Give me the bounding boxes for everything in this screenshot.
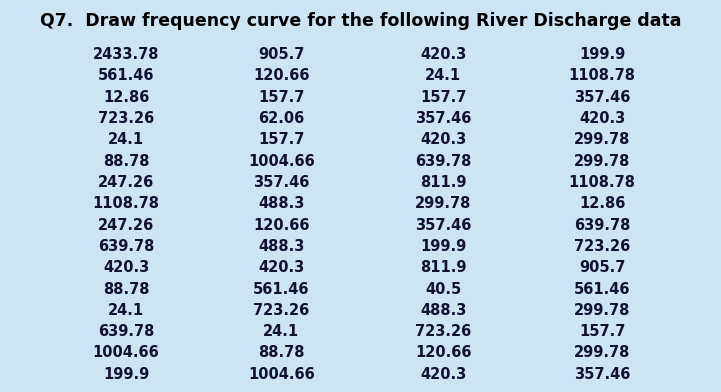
Text: 639.78: 639.78 <box>415 154 472 169</box>
Text: 247.26: 247.26 <box>98 175 154 190</box>
Text: 639.78: 639.78 <box>98 324 154 339</box>
Text: 723.26: 723.26 <box>253 303 309 318</box>
Text: 199.9: 199.9 <box>103 367 149 382</box>
Text: 88.78: 88.78 <box>103 281 149 296</box>
Text: 639.78: 639.78 <box>98 239 154 254</box>
Text: 299.78: 299.78 <box>415 196 472 211</box>
Text: 488.3: 488.3 <box>420 303 466 318</box>
Text: 299.78: 299.78 <box>574 154 630 169</box>
Text: 561.46: 561.46 <box>98 68 154 83</box>
Text: 561.46: 561.46 <box>574 281 630 296</box>
Text: 1004.66: 1004.66 <box>93 345 159 361</box>
Text: 1004.66: 1004.66 <box>248 367 314 382</box>
Text: 120.66: 120.66 <box>253 68 309 83</box>
Text: 157.7: 157.7 <box>258 90 304 105</box>
Text: 1108.78: 1108.78 <box>569 68 635 83</box>
Text: 24.1: 24.1 <box>263 324 299 339</box>
Text: 299.78: 299.78 <box>574 132 630 147</box>
Text: 24.1: 24.1 <box>425 68 461 83</box>
Text: 357.46: 357.46 <box>574 367 630 382</box>
Text: 723.26: 723.26 <box>98 111 154 126</box>
Text: 488.3: 488.3 <box>258 239 304 254</box>
Text: 1004.66: 1004.66 <box>248 154 314 169</box>
Text: 2433.78: 2433.78 <box>93 47 159 62</box>
Text: 357.46: 357.46 <box>253 175 309 190</box>
Text: 120.66: 120.66 <box>253 218 309 232</box>
Text: 299.78: 299.78 <box>574 345 630 361</box>
Text: 120.66: 120.66 <box>415 345 472 361</box>
Text: 157.7: 157.7 <box>420 90 466 105</box>
Text: 420.3: 420.3 <box>420 47 466 62</box>
Text: 199.9: 199.9 <box>579 47 625 62</box>
Text: 905.7: 905.7 <box>258 47 304 62</box>
Text: 157.7: 157.7 <box>258 132 304 147</box>
Text: 811.9: 811.9 <box>420 175 466 190</box>
Text: 12.86: 12.86 <box>103 90 149 105</box>
Text: 723.26: 723.26 <box>415 324 472 339</box>
Text: 24.1: 24.1 <box>108 132 144 147</box>
Text: 88.78: 88.78 <box>258 345 304 361</box>
Text: 299.78: 299.78 <box>574 303 630 318</box>
Text: 62.06: 62.06 <box>258 111 304 126</box>
Text: 40.5: 40.5 <box>425 281 461 296</box>
Text: 357.46: 357.46 <box>415 111 472 126</box>
Text: 420.3: 420.3 <box>420 132 466 147</box>
Text: 561.46: 561.46 <box>253 281 309 296</box>
Text: 1108.78: 1108.78 <box>569 175 635 190</box>
Text: 420.3: 420.3 <box>579 111 625 126</box>
Text: 12.86: 12.86 <box>579 196 625 211</box>
Text: 905.7: 905.7 <box>579 260 625 275</box>
Text: 488.3: 488.3 <box>258 196 304 211</box>
Text: 88.78: 88.78 <box>103 154 149 169</box>
Text: 157.7: 157.7 <box>579 324 625 339</box>
Text: 723.26: 723.26 <box>574 239 630 254</box>
Text: 199.9: 199.9 <box>420 239 466 254</box>
Text: 420.3: 420.3 <box>103 260 149 275</box>
Text: 247.26: 247.26 <box>98 218 154 232</box>
Text: Q7.  Draw frequency curve for the following River Discharge data: Q7. Draw frequency curve for the followi… <box>40 12 681 30</box>
Text: 639.78: 639.78 <box>574 218 630 232</box>
Text: 1108.78: 1108.78 <box>93 196 159 211</box>
Text: 420.3: 420.3 <box>258 260 304 275</box>
Text: 420.3: 420.3 <box>420 367 466 382</box>
Text: 357.46: 357.46 <box>574 90 630 105</box>
Text: 811.9: 811.9 <box>420 260 466 275</box>
Text: 24.1: 24.1 <box>108 303 144 318</box>
Text: 357.46: 357.46 <box>415 218 472 232</box>
